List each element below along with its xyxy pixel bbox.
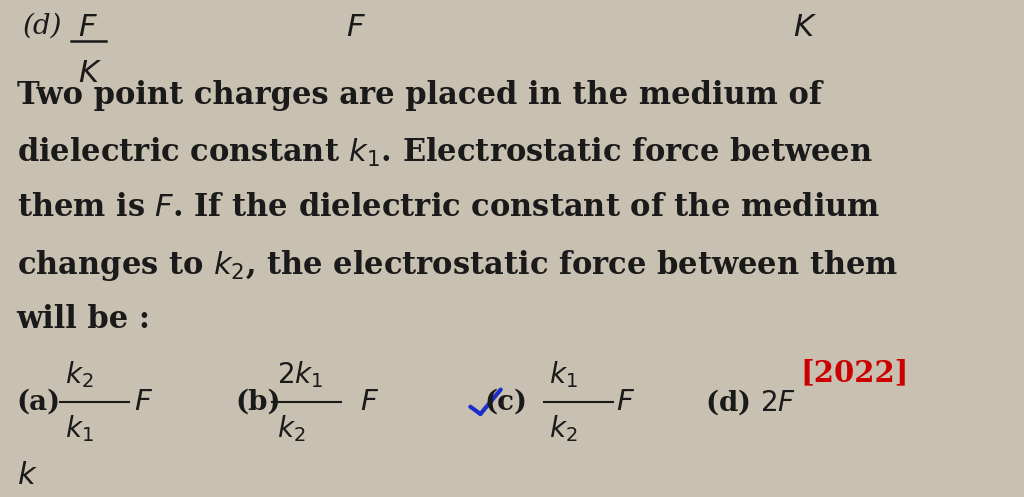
Text: (d): (d)	[24, 12, 62, 39]
Text: (d) $2F$: (d) $2F$	[706, 387, 797, 416]
Text: (c): (c)	[484, 388, 527, 415]
Text: Two point charges are placed in the medium of: Two point charges are placed in the medi…	[16, 81, 821, 111]
Text: will be :: will be :	[16, 304, 151, 335]
Text: $F$: $F$	[346, 12, 366, 43]
Text: (a): (a)	[16, 388, 60, 415]
Text: (b): (b)	[236, 388, 281, 415]
Text: dielectric constant $k_1$. Electrostatic force between: dielectric constant $k_1$. Electrostatic…	[16, 136, 872, 169]
Text: $k_1$: $k_1$	[549, 360, 578, 391]
Text: $F$: $F$	[359, 387, 379, 416]
Text: changes to $k_2$, the electrostatic force between them: changes to $k_2$, the electrostatic forc…	[16, 248, 898, 283]
Text: $K$: $K$	[79, 59, 102, 89]
Text: $k_2$: $k_2$	[276, 413, 305, 444]
Text: $k$: $k$	[16, 460, 37, 491]
Text: $F$: $F$	[616, 387, 635, 416]
Text: them is $F$. If the dielectric constant of the medium: them is $F$. If the dielectric constant …	[16, 192, 880, 223]
Text: $F$: $F$	[79, 12, 98, 43]
Text: $k_1$: $k_1$	[65, 413, 93, 444]
Text: $k_2$: $k_2$	[549, 413, 578, 444]
Text: $F$: $F$	[134, 387, 153, 416]
Text: [2022]: [2022]	[800, 358, 908, 387]
Text: $k_2$: $k_2$	[65, 360, 93, 391]
Text: $2k_1$: $2k_1$	[276, 360, 323, 391]
Text: $K$: $K$	[793, 12, 817, 43]
